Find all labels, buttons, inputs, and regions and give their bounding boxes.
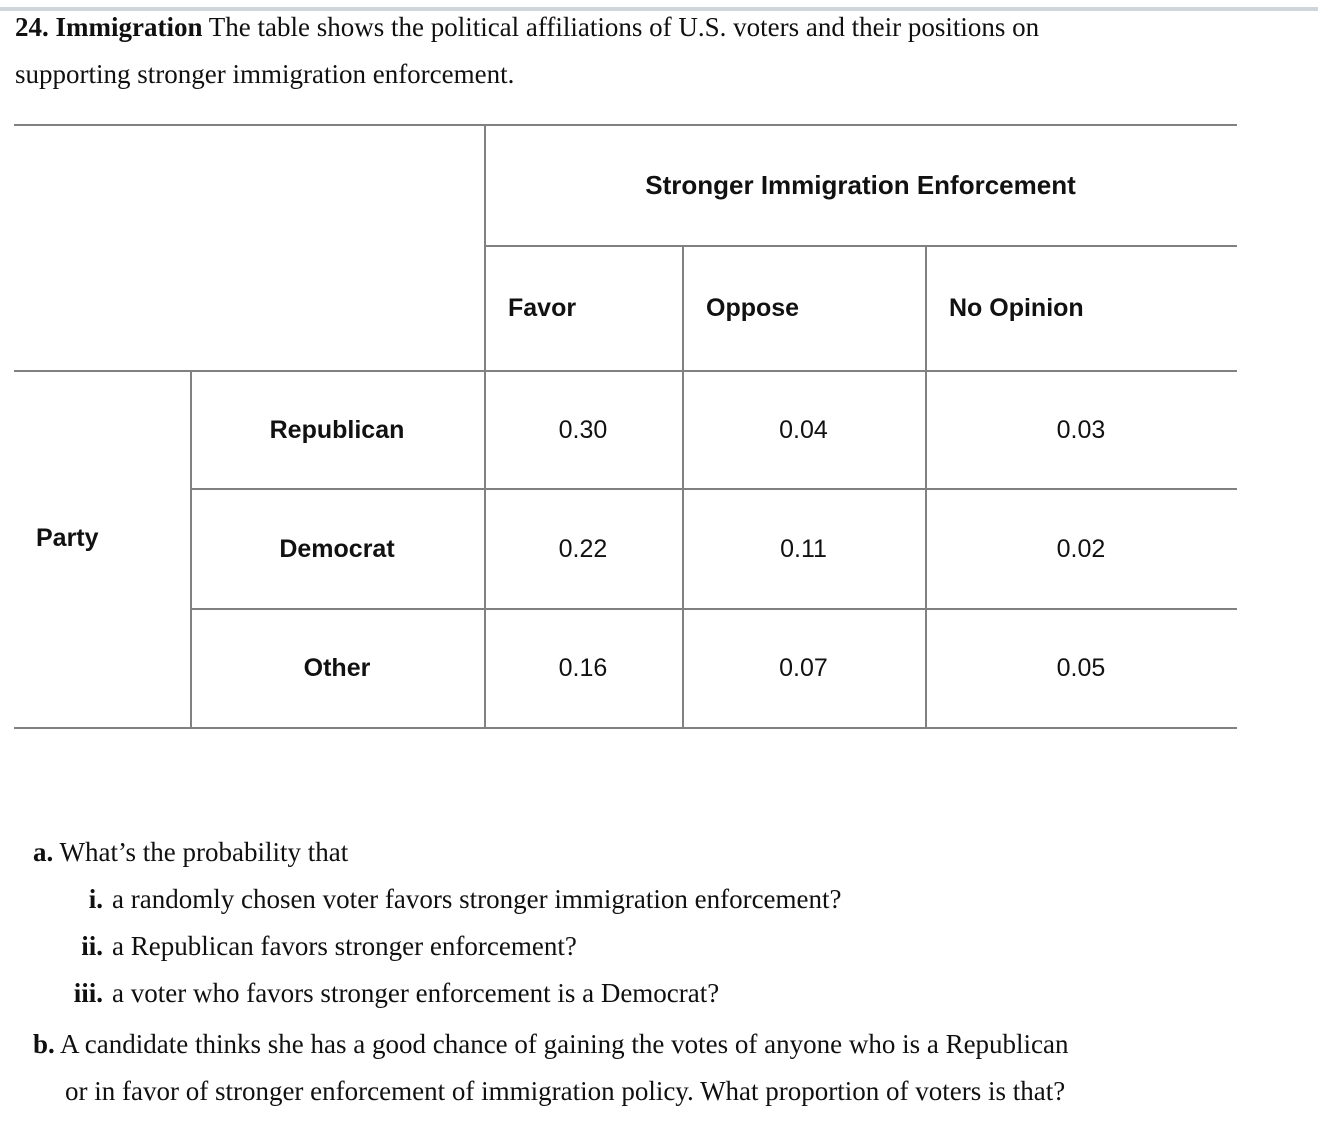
column-header-no-opinion: No Opinion [949, 294, 1084, 322]
question-a-ii-text: a Republican favors stronger enforcement… [112, 931, 577, 961]
row-group-header-party: Party [36, 524, 99, 552]
row-label-republican: Republican [269, 415, 405, 444]
table-border-bottom [14, 727, 1237, 729]
cell-democrat-oppose: 0.11 [780, 534, 827, 563]
problem-intro-line-2: supporting stronger immigration enforcem… [15, 59, 515, 89]
question-a-i: i. a randomly chosen voter favors stronge… [33, 876, 1313, 922]
cell-republican-no-opinion: 0.03 [1056, 415, 1106, 444]
problem-heading: 24. Immigration [15, 12, 203, 42]
column-header-oppose: Oppose [706, 294, 800, 322]
table-rule-under-column-headers [14, 370, 1237, 372]
question-a-iii-marker: iii. [73, 978, 103, 1008]
cell-other-no-opinion: 0.05 [1056, 654, 1106, 682]
cell-democrat-favor: 0.22 [558, 534, 608, 563]
page-top-divider [0, 7, 1318, 11]
table-rule-party-labels-divider [190, 370, 192, 729]
question-a-text: What’s the probability that [59, 837, 349, 867]
row-label-democrat: Democrat [279, 534, 395, 563]
table-rule-favor-oppose-divider [682, 245, 684, 729]
question-a-iii: iii. a voter who favors stronger enforcem… [33, 970, 1313, 1016]
question-b: b. A candidate thinks she has a good cha… [33, 1021, 1313, 1067]
problem-statement-line-1: 24. Immigration The table shows the poli… [15, 4, 1295, 51]
table-rule-under-democrat-row [190, 608, 1237, 610]
question-b-text: A candidate thinks she has a good chance… [60, 1029, 1069, 1059]
cell-republican-favor: 0.30 [558, 415, 608, 444]
row-label-other: Other [303, 654, 371, 682]
question-a-ii: ii. a Republican favors stronger enforcem… [33, 923, 1313, 969]
question-a-i-text: a randomly chosen voter favors stronger … [112, 884, 842, 914]
column-header-favor: Favor [508, 294, 577, 322]
table-border-top [14, 124, 1237, 126]
table-rule-oppose-noopinion-divider [925, 245, 927, 729]
question-a-marker: a. [33, 837, 54, 867]
question-a-iii-text: a voter who favors stronger enforcement … [112, 978, 720, 1008]
cell-other-oppose: 0.07 [779, 654, 828, 682]
cell-republican-oppose: 0.04 [779, 415, 828, 444]
table-rule-labels-favor-divider [484, 124, 486, 729]
question-b-marker: b. [33, 1029, 55, 1059]
cell-democrat-no-opinion: 0.02 [1056, 534, 1106, 563]
question-b-continuation: or in favor of stronger enforcement of i… [65, 1076, 1066, 1106]
question-a-ii-marker: ii. [81, 931, 103, 961]
question-a: a. What’s the probability that [33, 829, 1313, 875]
table-rule-under-group-header [484, 245, 1237, 247]
problem-intro-line-1: The table shows the political affiliatio… [208, 12, 1040, 42]
table-rule-under-republican-row [190, 488, 1237, 490]
question-a-i-marker: i. [88, 884, 103, 914]
column-group-header: Stronger Immigration Enforcement [645, 170, 1076, 200]
cell-other-favor: 0.16 [558, 654, 608, 682]
problem-statement: 24. Immigration The table shows the poli… [15, 4, 1295, 98]
